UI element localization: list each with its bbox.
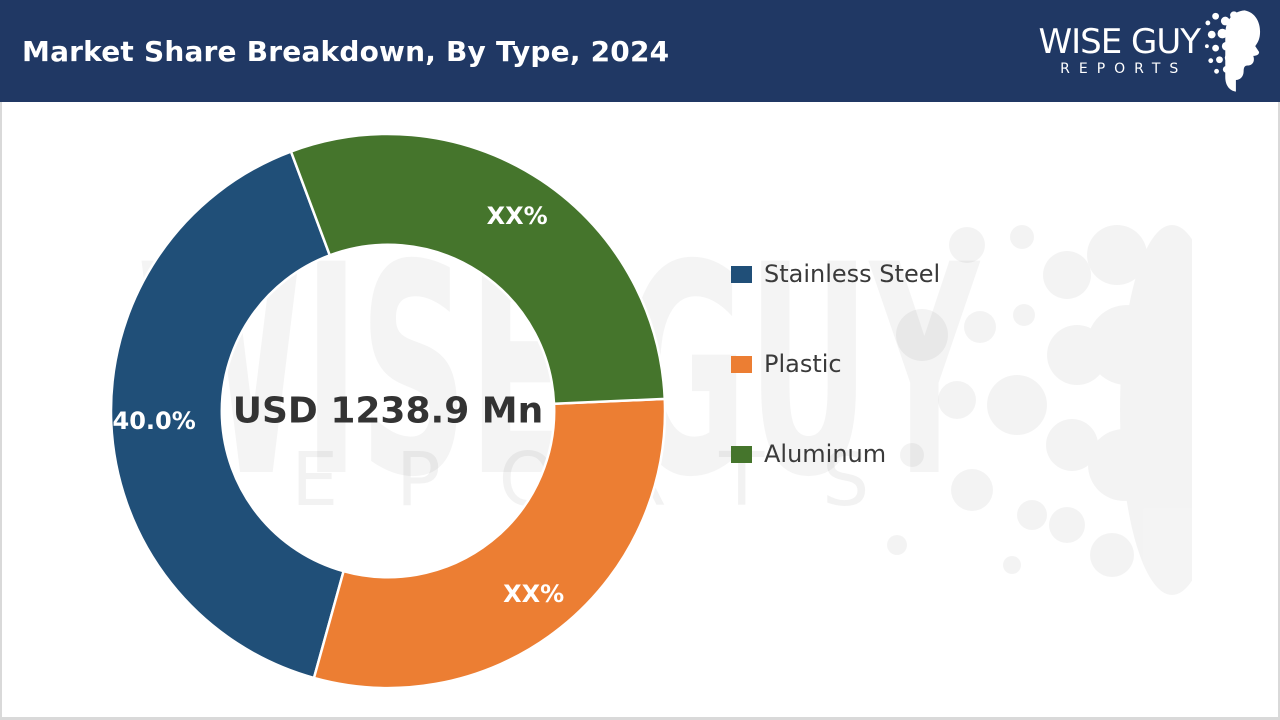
legend-label-plastic: Plastic bbox=[764, 350, 842, 378]
legend-swatch-stainless-steel bbox=[731, 265, 752, 283]
chart-canvas: WISE GUY REPORTS 40.0%XX%XX% USD 1238.9 … bbox=[0, 102, 1280, 720]
legend-item-aluminum: Aluminum bbox=[731, 438, 940, 470]
donut-center-value: USD 1238.9 Mn bbox=[232, 390, 544, 432]
donut-segment-label-aluminum: XX% bbox=[487, 202, 548, 230]
legend-item-stainless-steel: Stainless Steel bbox=[731, 258, 940, 290]
brand-subtitle: REPORTS bbox=[1060, 61, 1188, 78]
legend-item-plastic: Plastic bbox=[731, 348, 940, 380]
legend-swatch-plastic bbox=[731, 355, 752, 373]
donut-segment-aluminum bbox=[289, 132, 666, 405]
donut-segment-label-stainless-steel: 40.0% bbox=[113, 407, 196, 435]
brand-logo-text: WISE GUY REPORTS bbox=[1038, 21, 1201, 78]
page-title: Market Share Breakdown, By Type, 2024 bbox=[22, 34, 670, 68]
donut-segment-label-plastic: XX% bbox=[503, 580, 564, 608]
brand-name: WISE GUY bbox=[1038, 21, 1201, 62]
watermark-face bbox=[887, 225, 1192, 595]
logo-face-icon bbox=[1204, 10, 1261, 92]
legend-swatch-aluminum bbox=[731, 445, 752, 463]
chart-legend: Stainless Steel Plastic Aluminum bbox=[731, 258, 940, 528]
header-bar: Market Share Breakdown, By Type, 2024 WI… bbox=[0, 0, 1280, 102]
legend-label-stainless-steel: Stainless Steel bbox=[764, 260, 941, 288]
legend-label-aluminum: Aluminum bbox=[764, 440, 887, 468]
donut-segment-plastic bbox=[312, 397, 667, 690]
donut-chart: 40.0% XX% XX% bbox=[109, 132, 667, 690]
donut-segment-stainless-steel bbox=[109, 150, 345, 680]
brand-logo: WISE GUY REPORTS bbox=[1038, 7, 1262, 95]
